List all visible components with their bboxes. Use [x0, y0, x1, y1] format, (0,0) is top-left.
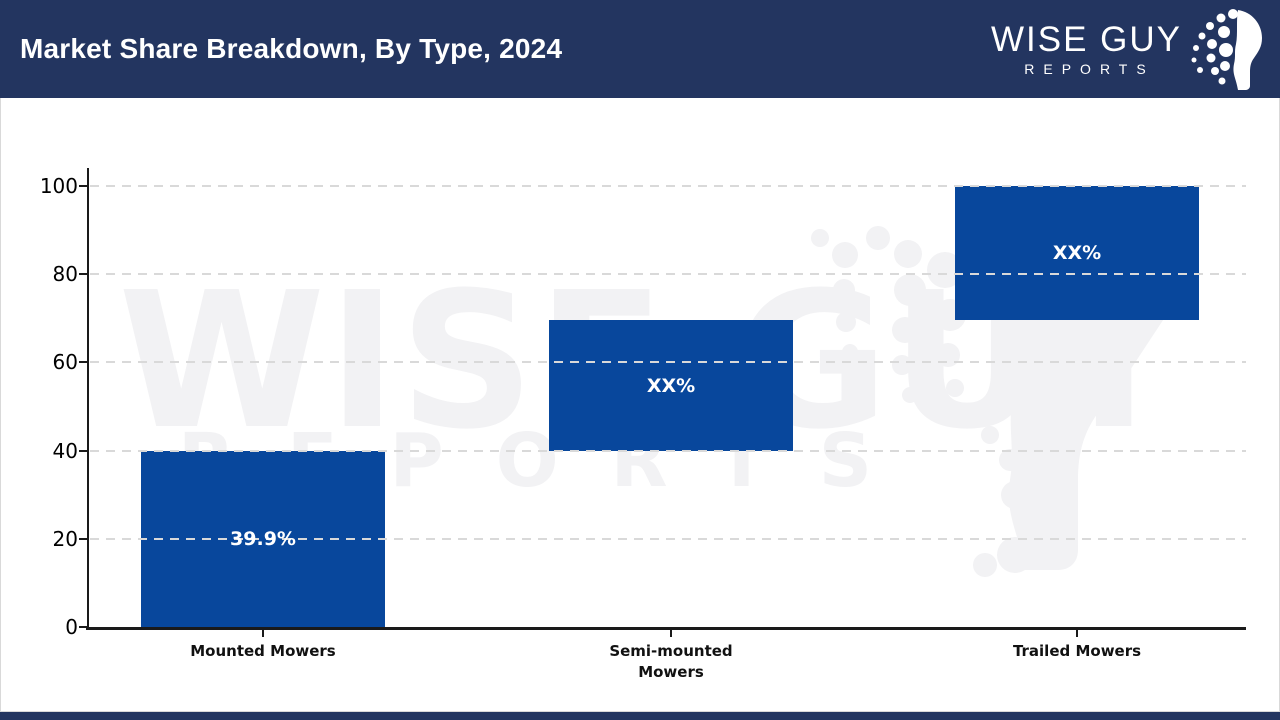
- bar-value-label: 39.9%: [230, 528, 296, 551]
- y-tick-label: 60: [52, 350, 78, 375]
- x-axis-line: [86, 627, 1246, 630]
- y-tick-label: 0: [65, 615, 78, 639]
- logo-wordmark: WISE GUY: [990, 19, 1182, 59]
- y-tick-label: 40: [52, 438, 78, 463]
- header-bar: Market Share Breakdown, By Type, 2024 WI…: [0, 0, 1280, 98]
- gridline: [90, 537, 1246, 540]
- y-tick-label: 100: [39, 174, 78, 198]
- wiseguy-logo: WISE GUY REPORTS: [991, 8, 1266, 90]
- y-tick-mark: [79, 449, 87, 452]
- page-title: Market Share Breakdown, By Type, 2024: [20, 33, 563, 64]
- x-tick-mark: [670, 630, 672, 637]
- bar-value-label: XX%: [646, 374, 696, 397]
- x-tick-mark: [1076, 630, 1078, 637]
- gridline: [90, 361, 1246, 364]
- logo-subtitle: REPORTS: [1024, 60, 1155, 77]
- x-category-label: Trailed Mowers: [1012, 642, 1142, 660]
- y-tick-mark: [79, 273, 87, 276]
- y-tick-label: 80: [52, 262, 78, 287]
- x-category-label: Semi-mounted Mowers: [609, 642, 733, 681]
- market-share-bar: [955, 186, 1199, 321]
- wiseguy-logo-text: WISE GUY REPORTS: [990, 19, 1182, 77]
- y-tick-label: 20: [52, 526, 78, 551]
- y-axis-line: [87, 168, 89, 629]
- gridline: [90, 273, 1246, 276]
- bar-value-label: XX%: [1052, 242, 1102, 265]
- footer-bar: [0, 712, 1280, 720]
- gridline: [90, 449, 1246, 452]
- x-tick-mark: [262, 630, 264, 637]
- x-category-label: Mounted Mowers: [190, 642, 336, 660]
- y-tick-mark: [79, 185, 87, 187]
- wiseguy-face-logo-icon: [1191, 9, 1262, 90]
- y-tick-mark: [79, 537, 87, 540]
- y-tick-mark: [79, 626, 87, 628]
- market-share-bar: [549, 320, 793, 452]
- y-tick-mark: [79, 361, 87, 364]
- gridline: [90, 185, 1246, 187]
